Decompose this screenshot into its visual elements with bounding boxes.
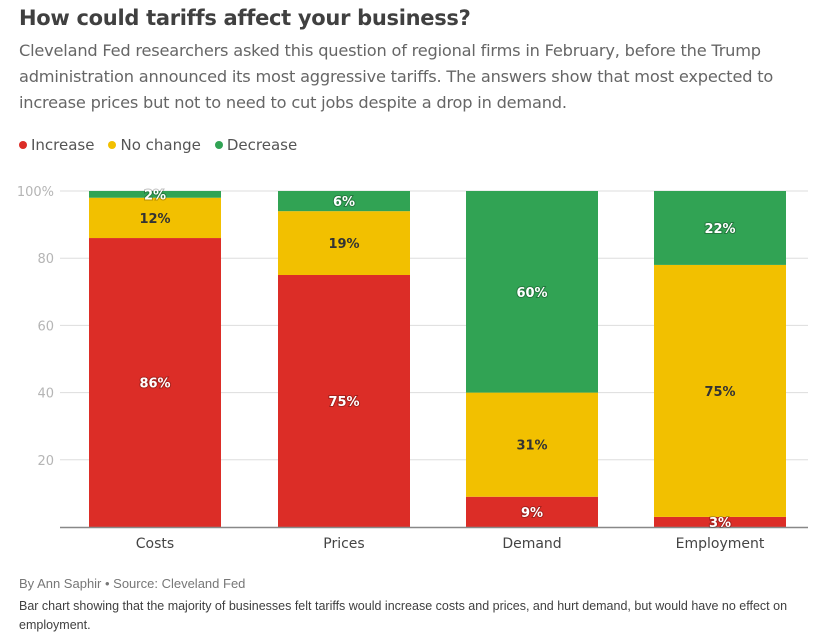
data-label: 31% — [516, 439, 547, 454]
legend-item-no-change: No change — [108, 136, 201, 154]
x-category-label: Costs — [136, 536, 174, 552]
data-label: 75% — [704, 385, 735, 400]
legend-dot-no-change-icon — [108, 141, 117, 149]
data-label: 12% — [139, 212, 170, 227]
data-label: 2% — [144, 188, 166, 203]
bar-segment-increase — [466, 496, 598, 527]
x-category-label: Employment — [676, 536, 765, 552]
bars — [89, 191, 786, 527]
bar-segment-decrease — [89, 191, 221, 198]
chart-subtitle: Cleveland Fed researchers asked this que… — [19, 41, 774, 112]
legend-dot-decrease-icon — [214, 141, 223, 149]
bar-segment-increase — [278, 275, 410, 527]
data-label: 9% — [521, 506, 543, 521]
y-tick-label: 100% — [17, 185, 54, 200]
y-tick-label: 80 — [37, 252, 54, 267]
bar-segment-decrease — [278, 191, 410, 212]
legend-item-increase: Increase — [19, 136, 94, 154]
byline: By Ann Saphir • Source: Cleveland Fed — [19, 576, 246, 591]
data-label: 6% — [333, 195, 355, 210]
bar-segment-no-change — [466, 392, 598, 497]
bar-segment-no-change — [89, 197, 221, 239]
data-label: 3% — [709, 516, 731, 531]
y-tick-label: 60 — [37, 319, 54, 334]
bar-segment-increase — [89, 238, 221, 527]
bar-segment-no-change — [278, 211, 410, 275]
data-label: 19% — [328, 237, 359, 252]
legend-item-decrease: Decrease — [214, 136, 298, 154]
chart-title: How could tariffs affect your business? — [19, 6, 471, 30]
legend: Increase No change Decrease — [19, 136, 311, 154]
bar-segment-no-change — [654, 264, 786, 517]
legend-label-decrease: Decrease — [226, 136, 298, 154]
data-label: 86% — [139, 377, 170, 392]
data-labels: 86% 12% 2% 75% 19% 6% 9% 31% 60% 3% 75% 22% — [138, 187, 736, 532]
data-label: 22% — [704, 222, 735, 237]
legend-label-no-change: No change — [120, 136, 201, 154]
x-category-label: Demand — [502, 536, 561, 552]
data-label: 60% — [516, 286, 547, 301]
x-category-label: Prices — [323, 536, 364, 552]
bar-segment-decrease — [466, 191, 598, 393]
y-tick-label: 40 — [37, 387, 54, 402]
y-axis-ticks: 20 40 60 80 100% — [17, 185, 54, 469]
data-label: 75% — [328, 395, 359, 410]
legend-dot-increase-icon — [19, 141, 27, 149]
bar-segment-decrease — [654, 191, 786, 265]
legend-label-increase: Increase — [31, 136, 95, 154]
chart-caption: Bar chart showing that the majority of b… — [19, 599, 788, 632]
x-axis-labels: Costs Prices Demand Employment — [136, 536, 765, 552]
stacked-bar-chart: 20 40 60 80 100% Costs Prices Demand Employment… — [17, 185, 808, 552]
y-tick-label: 20 — [37, 454, 54, 469]
bar-segment-increase — [654, 516, 786, 527]
